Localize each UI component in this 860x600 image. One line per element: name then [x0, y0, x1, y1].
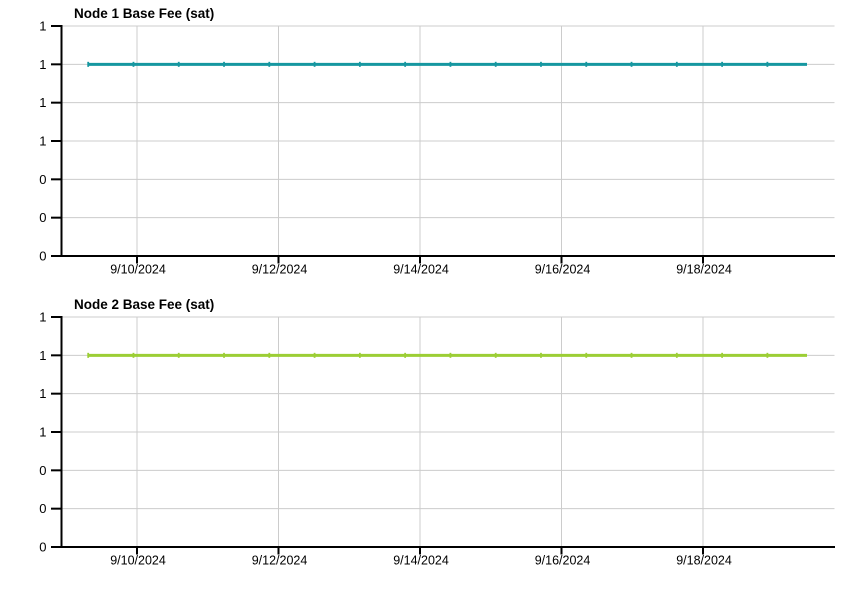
y-tick-label: 1: [39, 348, 46, 363]
chart-title-node2: Node 2 Base Fee (sat): [74, 297, 215, 312]
x-tick-label: 9/10/2024: [110, 263, 166, 277]
y-tick-label: 0: [39, 501, 46, 516]
x-tick-label: 9/18/2024: [676, 263, 732, 277]
x-tick-label: 9/12/2024: [252, 554, 308, 568]
y-tick-label: 0: [39, 249, 46, 264]
x-tick-label: 9/18/2024: [676, 554, 732, 568]
x-tick-label: 9/16/2024: [535, 554, 591, 568]
y-tick-label: 1: [39, 310, 46, 325]
chart-plot-node1: 1 1 1 1 0 0 0 9/10/2024 9/12/2024 9/14/2024 9/16/2…: [39, 19, 835, 277]
x-tick-label: 9/14/2024: [393, 263, 449, 277]
y-tick-label: 0: [39, 172, 46, 187]
y-tick-label: 0: [39, 463, 46, 478]
y-tick-label: 1: [39, 386, 46, 401]
x-tick-label: 9/12/2024: [252, 263, 308, 277]
chart-node2-base-fee: Node 2 Base Fee (sat) 1 1 1 1 0 0 0 9/10/2024 9/…: [0, 291, 860, 591]
y-tick-label: 1: [39, 57, 46, 72]
y-tick-label: 0: [39, 210, 46, 225]
y-tick-label: 1: [39, 425, 46, 440]
chart-node1-base-fee: Node 1 Base Fee (sat) 1 1 1 1 0 0 0 9/10/2024 9/…: [39, 6, 835, 277]
y-tick-label: 1: [39, 95, 46, 110]
x-tick-label: 9/14/2024: [393, 554, 449, 568]
x-tick-label: 9/16/2024: [535, 263, 591, 277]
y-tick-label: 1: [39, 134, 46, 149]
y-tick-label: 1: [39, 19, 46, 34]
x-tick-label: 9/10/2024: [110, 554, 166, 568]
chart-plot-node2: 1 1 1 1 0 0 0 9/10/2024 9/12/2024 9/14/2024 9/16/2…: [39, 310, 835, 568]
y-tick-label: 0: [39, 540, 46, 555]
chart-title-node1: Node 1 Base Fee (sat): [74, 6, 215, 21]
